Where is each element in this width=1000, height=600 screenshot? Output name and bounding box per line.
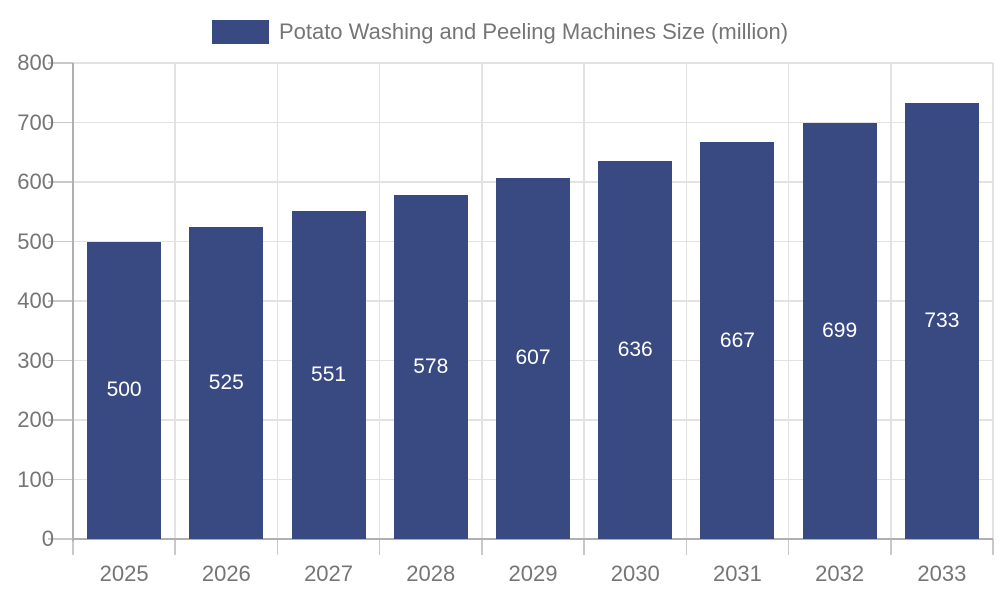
x-axis-tick xyxy=(276,539,279,555)
x-axis-tick xyxy=(481,539,483,555)
gridline-vertical xyxy=(890,63,892,539)
y-axis-line xyxy=(72,63,74,541)
bar[interactable] xyxy=(904,102,979,539)
x-axis-label: 2030 xyxy=(610,561,660,586)
bar-value-label: 551 xyxy=(311,363,347,387)
legend-swatch-icon xyxy=(211,20,269,44)
bar[interactable] xyxy=(700,142,775,539)
y-axis-tick xyxy=(48,62,73,64)
x-axis-tick xyxy=(583,539,585,555)
bar-value-label: 607 xyxy=(515,346,551,370)
x-axis-label: 2028 xyxy=(406,561,456,586)
gridline-vertical xyxy=(685,63,688,539)
gridline-vertical xyxy=(174,63,176,539)
gridline-vertical xyxy=(481,63,483,539)
x-axis-label: 2027 xyxy=(304,561,354,586)
y-axis-tick xyxy=(48,419,73,421)
bar-value-label: 699 xyxy=(822,319,858,343)
x-axis-tick xyxy=(378,539,381,555)
y-axis-label: 700 xyxy=(17,109,54,135)
x-axis-tick xyxy=(72,539,74,555)
y-axis-tick xyxy=(48,359,73,362)
y-axis-label: 0 xyxy=(41,526,54,551)
x-axis-tick xyxy=(685,539,688,555)
y-axis-tick xyxy=(48,121,73,124)
legend[interactable]: Potato Washing and Peeling Machines Size… xyxy=(0,19,1000,45)
x-axis-tick xyxy=(992,539,994,555)
y-axis-tick xyxy=(48,538,73,540)
bar[interactable] xyxy=(598,160,673,539)
gridline-vertical xyxy=(378,63,381,539)
x-axis-label: 2025 xyxy=(99,561,149,586)
y-axis-label: 800 xyxy=(17,50,54,75)
y-axis-tick xyxy=(48,240,73,243)
y-axis-label: 400 xyxy=(17,288,54,313)
bar-value-label: 525 xyxy=(208,370,244,394)
bar-value-label: 578 xyxy=(413,355,449,379)
gridline-vertical xyxy=(583,63,585,539)
gridline-vertical xyxy=(787,63,790,539)
y-axis-label: 500 xyxy=(17,228,54,254)
bar-value-label: 500 xyxy=(106,378,142,402)
bar[interactable] xyxy=(393,195,468,539)
x-axis-tick xyxy=(890,539,892,555)
y-axis-label: 300 xyxy=(17,347,54,373)
y-axis-label: 200 xyxy=(17,407,54,432)
bar[interactable] xyxy=(189,226,264,539)
x-axis-label: 2029 xyxy=(508,561,558,586)
x-axis-tick xyxy=(174,539,176,555)
gridline-vertical xyxy=(276,63,279,539)
bar-value-label: 636 xyxy=(617,337,653,361)
bar[interactable] xyxy=(87,241,162,539)
gridline-horizontal xyxy=(73,121,993,124)
x-axis-label: 2026 xyxy=(201,561,251,586)
bar[interactable] xyxy=(496,177,570,539)
legend-label: Potato Washing and Peeling Machines Size… xyxy=(278,19,789,44)
gridline-vertical xyxy=(992,63,994,539)
x-axis-label: 2033 xyxy=(917,561,967,586)
bar[interactable] xyxy=(802,123,877,539)
x-axis-label: 2032 xyxy=(815,561,865,586)
bar-value-label: 733 xyxy=(924,308,960,332)
x-axis-label: 2031 xyxy=(712,561,762,586)
y-axis-tick xyxy=(48,181,73,183)
y-axis-label: 100 xyxy=(17,466,54,492)
y-axis-tick xyxy=(48,478,73,481)
bar[interactable] xyxy=(291,211,366,539)
y-axis-label: 600 xyxy=(17,169,54,194)
x-axis-line xyxy=(73,538,993,540)
gridline-horizontal xyxy=(73,62,993,64)
bar-value-label: 667 xyxy=(719,328,755,352)
y-axis-tick xyxy=(48,300,73,302)
x-axis-tick xyxy=(787,539,790,555)
